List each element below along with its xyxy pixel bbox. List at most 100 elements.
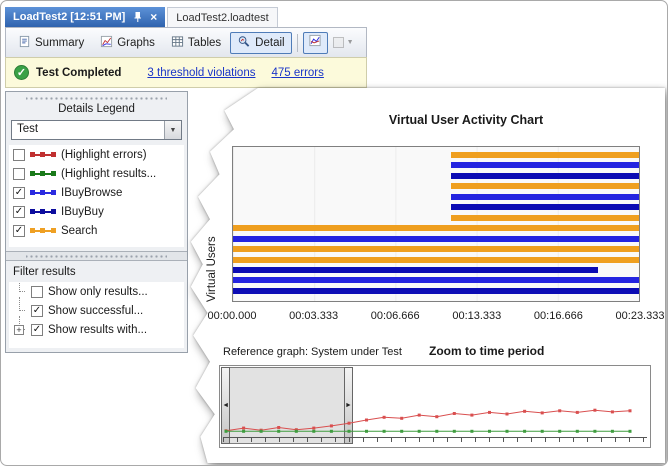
arrow-right-icon: ► — [345, 402, 352, 409]
legend-item[interactable]: (Highlight results... — [9, 164, 184, 183]
dropdown-arrow-button[interactable]: ▼ — [164, 121, 181, 139]
zoom-handle-left[interactable]: ◄ — [221, 367, 231, 444]
legend-item-label: (Highlight results... — [61, 167, 157, 180]
errors-link[interactable]: 475 errors — [271, 66, 324, 79]
series-marker — [470, 429, 474, 433]
splitter-grip — [26, 254, 167, 259]
series-marker — [400, 429, 404, 433]
summary-label: Summary — [35, 36, 85, 49]
zoom-section-title: Zoom to time period — [429, 344, 545, 358]
series-marker — [312, 429, 316, 433]
activity-chart-title: Virtual User Activity Chart — [388, 113, 544, 127]
test-status-bar: ✓ Test Completed 3 threshold violations … — [5, 57, 367, 88]
series-marker — [470, 413, 474, 417]
zoom-handle-right[interactable]: ► — [343, 367, 353, 444]
panel-splitter[interactable] — [6, 251, 187, 261]
activity-bar — [233, 266, 599, 273]
zoom-timeline-strip[interactable]: ◄ ► — [219, 365, 651, 448]
filter-item-label: Show results with... — [48, 323, 148, 336]
series-line-icon — [30, 227, 56, 235]
x-tick-label: 00:16.666 — [533, 310, 583, 322]
series-marker — [294, 429, 298, 433]
tables-label: Tables — [187, 36, 222, 49]
activity-bar — [450, 214, 639, 221]
tables-button[interactable]: Tables — [164, 32, 228, 54]
series-marker — [593, 408, 597, 412]
tree-gutter — [13, 297, 26, 320]
series-marker — [523, 409, 527, 413]
series-marker — [628, 409, 632, 413]
series-marker — [242, 426, 246, 430]
filter-item-checkbox[interactable]: ✓ — [31, 304, 43, 317]
series-marker — [628, 429, 632, 433]
legend-item-checkbox[interactable]: ✓ — [13, 205, 25, 218]
y-axis-label: Virtual Users — [206, 236, 218, 302]
tables-icon — [171, 35, 184, 51]
show-legend-button[interactable] — [302, 31, 328, 54]
arrow-left-icon: ◄ — [222, 402, 230, 409]
activity-bar — [233, 225, 639, 232]
detail-button[interactable]: Detail — [230, 31, 292, 54]
tab-label: LoadTest2 [12:51 PM] — [13, 11, 126, 23]
graphs-icon — [100, 35, 113, 51]
series-marker — [435, 429, 439, 433]
legend-item-label: Search — [61, 224, 98, 237]
filter-list: Show only results... ✓ Show successful... +… — [9, 282, 184, 348]
chevron-down-icon: ▼ — [346, 39, 354, 46]
series-marker — [400, 416, 404, 420]
filter-item-label: Show successful... — [48, 304, 144, 317]
legend-scope-dropdown[interactable]: Test ▼ — [11, 120, 182, 140]
activity-bar — [450, 204, 639, 211]
filter-item[interactable]: + ✓ Show results with... — [9, 316, 184, 339]
strip-axis-line — [223, 437, 647, 438]
document-tab-strip: LoadTest2 [12:51 PM] × LoadTest2.loadtes… — [5, 7, 367, 28]
chart-options-button[interactable]: ▼ — [330, 37, 357, 48]
reference-graph-label: Reference graph: System under Test — [223, 346, 402, 358]
close-icon[interactable]: × — [150, 10, 158, 24]
tab-label: LoadTest2.loadtest — [176, 11, 269, 24]
summary-button[interactable]: Summary — [11, 32, 91, 54]
reference-series-avg-response-time — [225, 409, 631, 432]
series-marker — [505, 429, 509, 433]
detail-icon — [237, 35, 251, 51]
series-marker — [329, 424, 333, 428]
tree-gutter — [13, 282, 26, 301]
series-marker — [294, 428, 298, 432]
legend-item-label: IBuyBrowse — [61, 186, 123, 199]
legend-item[interactable]: ✓ IBuyBrowse — [9, 183, 184, 202]
legend-item-label: (Highlight errors) — [61, 148, 147, 161]
filter-item-checkbox[interactable]: ✓ — [31, 323, 43, 336]
legend-item-checkbox[interactable] — [13, 148, 25, 161]
strip-axis-ticks — [223, 438, 647, 442]
tab-loadtest2-results[interactable]: LoadTest2 [12:51 PM] × — [5, 7, 166, 27]
series-marker — [277, 426, 281, 429]
series-marker — [417, 413, 421, 417]
details-legend-title: Details Legend — [58, 103, 135, 115]
panel-grip[interactable] — [26, 96, 167, 101]
filter-results-title: Filter results — [13, 266, 76, 278]
graphs-button[interactable]: Graphs — [93, 32, 162, 54]
series-marker — [575, 429, 579, 433]
series-marker — [558, 409, 562, 413]
filter-item[interactable]: Show only results... — [9, 282, 184, 301]
series-marker — [452, 412, 456, 415]
legend-item[interactable]: ✓ Search — [9, 221, 184, 240]
legend-item-checkbox[interactable]: ✓ — [13, 224, 25, 237]
legend-list: (Highlight errors) (Highlight results... ✓… — [9, 145, 184, 247]
series-marker — [365, 418, 368, 422]
summary-icon — [18, 35, 31, 51]
filter-item-label: Show only results... — [48, 285, 148, 298]
pin-icon[interactable] — [132, 11, 143, 23]
legend-item-checkbox[interactable]: ✓ — [13, 186, 25, 199]
legend-item-label: IBuyBuy — [61, 205, 104, 218]
threshold-violations-link[interactable]: 3 threshold violations — [147, 66, 256, 79]
series-marker — [540, 411, 544, 415]
filter-item[interactable]: ✓ Show successful... — [9, 297, 184, 320]
legend-item[interactable]: (Highlight errors) — [9, 145, 184, 164]
filter-item-checkbox[interactable] — [31, 285, 43, 298]
legend-item[interactable]: ✓ IBuyBuy — [9, 202, 184, 221]
tab-loadtest2-loadtest[interactable]: LoadTest2.loadtest — [167, 7, 278, 27]
tree-expander-icon[interactable]: + — [14, 324, 24, 335]
legend-item-checkbox[interactable] — [13, 167, 25, 180]
